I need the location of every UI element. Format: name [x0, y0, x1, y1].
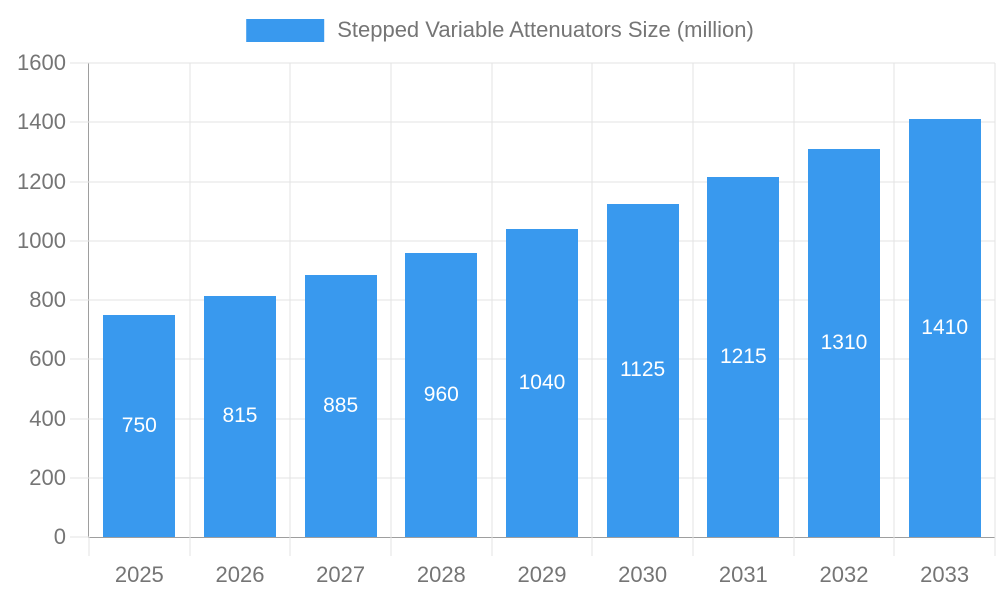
y-axis-tick	[70, 121, 89, 123]
gridline-vertical	[390, 63, 392, 537]
y-axis-label: 800	[29, 287, 66, 312]
x-axis-label: 2031	[718, 562, 768, 587]
bar-slot-2032: 1310	[794, 63, 895, 537]
gridline-horizontal	[89, 62, 995, 64]
bar-slot-2029: 1040	[492, 63, 593, 537]
x-axis-label: 2033	[920, 562, 970, 587]
bar-value-label: 1040	[518, 370, 566, 394]
x-axis-tick	[793, 537, 795, 556]
y-axis-label: 600	[29, 346, 66, 372]
bar-2025: 750	[103, 314, 176, 537]
bar-value-label: 1125	[620, 358, 666, 382]
y-axis-label: 400	[29, 405, 66, 431]
gridline-vertical	[591, 63, 593, 537]
y-axis-tick	[70, 62, 89, 64]
x-axis-label: 2026	[215, 562, 265, 587]
bar-2031: 1215	[707, 177, 780, 537]
bar-value-label: 1215	[719, 345, 767, 369]
y-axis-tick	[70, 240, 89, 242]
y-axis-label: 1000	[17, 227, 66, 253]
gridline-horizontal	[89, 121, 995, 123]
legend-swatch	[246, 18, 325, 42]
bar-slot-2027: 885	[290, 63, 391, 537]
x-axis-label: 2028	[416, 562, 466, 587]
gridline-horizontal	[89, 181, 995, 182]
plot-area: 0 200 400 600 800 1000 1200 1400 1600 750 2025 815 2…	[17, 52, 996, 586]
x-axis-tick	[893, 537, 895, 556]
bar-value-label: 815	[222, 404, 258, 428]
bar-2033: 1410	[908, 119, 981, 537]
y-axis-tick	[70, 358, 89, 360]
x-axis-label: 2032	[819, 562, 869, 587]
y-axis-label: 1200	[17, 168, 66, 194]
gridline-vertical	[692, 63, 694, 537]
x-axis-tick	[390, 537, 392, 556]
bar-slot-2031: 1215	[693, 63, 794, 537]
y-axis-label: 1600	[17, 50, 66, 75]
gridline-vertical	[893, 63, 895, 537]
x-axis-tick	[289, 537, 291, 556]
bar-value-label: 1410	[921, 316, 968, 340]
gridline-vertical	[793, 63, 795, 537]
x-axis-label: 2027	[316, 562, 366, 587]
x-axis-label: 2030	[618, 562, 668, 587]
y-axis-tick	[70, 536, 89, 538]
y-axis-label: 200	[29, 464, 66, 490]
gridline-vertical	[994, 63, 996, 537]
gridline-vertical	[189, 63, 191, 537]
x-axis-tick	[491, 537, 493, 556]
chart-legend[interactable]: Stepped Variable Attenuators Size (milli…	[246, 16, 754, 44]
bar-2028: 960	[405, 252, 478, 537]
y-axis-tick	[70, 477, 89, 479]
bar-2029: 1040	[505, 228, 578, 537]
bar-value-label: 750	[121, 413, 157, 437]
y-axis-tick	[70, 181, 89, 182]
x-axis-tick	[591, 537, 593, 556]
x-axis-label: 2029	[517, 562, 567, 587]
x-axis-tick	[88, 537, 90, 556]
bar-2030: 1125	[606, 203, 679, 537]
legend-label: Stepped Variable Attenuators Size (milli…	[337, 17, 754, 42]
y-axis-label: 0	[53, 524, 66, 549]
y-axis-label: 1400	[17, 109, 66, 135]
gridline-vertical	[289, 63, 291, 537]
y-axis-tick	[70, 299, 89, 301]
x-axis-tick	[994, 537, 996, 556]
bar-slot-2028: 960	[391, 63, 492, 537]
bar-2027: 885	[304, 274, 377, 537]
x-axis-tick	[692, 537, 694, 556]
bar-slot-2026: 815	[190, 63, 291, 537]
bar-value-label: 885	[323, 393, 359, 417]
gridline-vertical	[491, 63, 493, 537]
bar-2032: 1310	[807, 148, 880, 537]
bar-2026: 815	[203, 295, 276, 537]
x-axis-label: 2025	[114, 562, 164, 587]
y-axis-tick	[70, 418, 89, 419]
x-axis-tick	[189, 537, 191, 556]
bar-value-label: 1310	[820, 330, 868, 354]
bar-slot-2025: 750	[89, 63, 190, 537]
bar-slot-2033: 1410	[894, 63, 995, 537]
bar-value-label: 960	[423, 382, 459, 406]
bar-slot-2030: 1125	[592, 63, 693, 537]
